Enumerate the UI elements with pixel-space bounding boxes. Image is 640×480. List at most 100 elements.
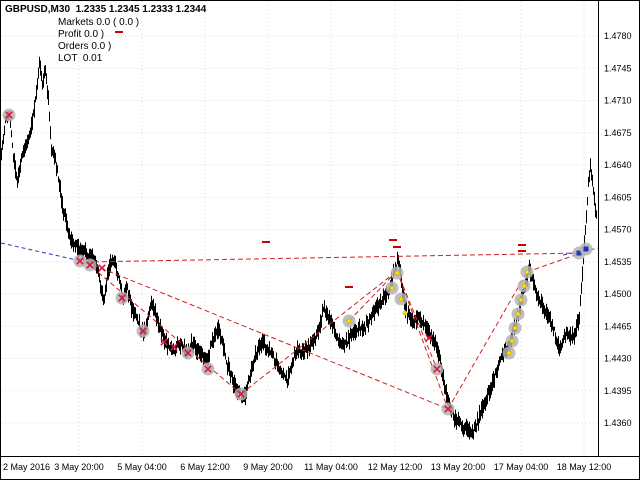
trade-marker[interactable] bbox=[98, 264, 106, 272]
red-trendline[interactable] bbox=[85, 261, 449, 410]
dot-icon bbox=[346, 318, 352, 324]
cross-icon bbox=[444, 405, 452, 413]
trade-marker[interactable] bbox=[520, 265, 534, 279]
red-trendline[interactable] bbox=[240, 270, 398, 395]
trade-marker[interactable] bbox=[73, 254, 87, 268]
time-scale[interactable]: 2 May 2016 3 May 20:00 5 May 04:00 6 May 12… bbox=[3, 462, 611, 472]
trade-marker[interactable] bbox=[441, 402, 455, 416]
trade-marker[interactable] bbox=[160, 338, 168, 346]
price-label: 1.4640 bbox=[604, 160, 632, 170]
trade-marker[interactable] bbox=[2, 108, 16, 122]
ea-overlay-profit: Profit 0.0 ) bbox=[58, 29, 105, 40]
dot-icon bbox=[509, 338, 515, 344]
time-label: 18 May 12:00 bbox=[557, 462, 612, 472]
trade-marker[interactable] bbox=[390, 266, 404, 280]
dot-icon bbox=[398, 296, 404, 302]
trade-marker[interactable] bbox=[115, 291, 129, 305]
cross-icon bbox=[118, 294, 126, 302]
red-trendline[interactable] bbox=[526, 252, 582, 273]
order-dash-marker[interactable] bbox=[262, 241, 270, 243]
trade-marker[interactable] bbox=[430, 362, 444, 376]
cross-icon bbox=[98, 264, 106, 272]
trade-marker[interactable] bbox=[181, 346, 195, 360]
order-dash-marker[interactable] bbox=[115, 31, 123, 33]
trade-marker[interactable] bbox=[342, 314, 356, 328]
trade-marker[interactable] bbox=[508, 321, 522, 335]
trade-marker[interactable] bbox=[234, 387, 248, 401]
trade-marker[interactable] bbox=[402, 310, 408, 316]
price-label: 1.4395 bbox=[604, 386, 632, 396]
dot-icon bbox=[515, 311, 521, 317]
dot-icon bbox=[524, 269, 530, 275]
grid bbox=[1, 1, 598, 456]
red-trendline[interactable] bbox=[85, 261, 242, 395]
trade-marker[interactable] bbox=[425, 334, 433, 342]
chart-ohlc-title: GBPUSD,M30 1.2335 1.2345 1.2333 1.2344 bbox=[5, 4, 207, 15]
trade-marker[interactable] bbox=[511, 307, 525, 321]
trade-marker[interactable] bbox=[394, 292, 408, 306]
time-label: 12 May 12:00 bbox=[368, 462, 423, 472]
ea-overlay-orders: Orders 0.0 ) bbox=[58, 41, 112, 52]
trade-marker[interactable] bbox=[136, 324, 150, 338]
dot-icon bbox=[512, 325, 518, 331]
red-trendline[interactable] bbox=[85, 252, 582, 263]
price-label: 1.4500 bbox=[604, 289, 632, 299]
order-dash-marker[interactable] bbox=[393, 246, 401, 248]
dot-icon bbox=[518, 297, 524, 303]
dot-icon bbox=[394, 270, 400, 276]
time-label: 13 May 20:00 bbox=[431, 462, 486, 472]
price-label: 1.4780 bbox=[604, 31, 632, 41]
time-label: 2 May 2016 bbox=[3, 462, 50, 472]
cross-icon bbox=[433, 365, 441, 373]
red-trendline[interactable] bbox=[447, 271, 528, 410]
red-trendline[interactable] bbox=[396, 270, 449, 410]
cross-icon bbox=[204, 365, 212, 373]
price-label: 1.4535 bbox=[604, 257, 632, 267]
order-dash-marker[interactable] bbox=[389, 239, 397, 241]
price-label: 1.4710 bbox=[604, 96, 632, 106]
dot-icon bbox=[389, 285, 395, 291]
trade-marker[interactable] bbox=[514, 293, 528, 307]
price-label: 1.4360 bbox=[604, 418, 632, 428]
trade-marker[interactable] bbox=[505, 334, 519, 348]
trade-marker[interactable] bbox=[579, 242, 593, 256]
price-label: 1.4570 bbox=[604, 225, 632, 235]
trade-marker[interactable] bbox=[517, 279, 531, 293]
chart-objects bbox=[1, 31, 600, 416]
cross-icon bbox=[76, 257, 84, 265]
dot-icon bbox=[521, 283, 527, 289]
price-label: 1.4745 bbox=[604, 63, 632, 73]
price-label: 1.4605 bbox=[604, 192, 632, 202]
cross-icon bbox=[139, 327, 147, 335]
cross-icon bbox=[5, 111, 13, 119]
blue-trendline[interactable] bbox=[562, 247, 600, 256]
axis-frame bbox=[1, 1, 639, 457]
price-scale[interactable]: 1.4780 1.4745 1.4710 1.4675 1.4640 1.4605 1.45… bbox=[604, 31, 632, 428]
red-trendline[interactable] bbox=[396, 270, 438, 370]
order-dash-marker[interactable] bbox=[518, 244, 526, 246]
time-label: 5 May 04:00 bbox=[117, 462, 167, 472]
cross-icon bbox=[170, 343, 178, 351]
order-dash-marker[interactable] bbox=[518, 250, 526, 252]
blue-trendline[interactable] bbox=[1, 242, 82, 262]
order-dash-marker[interactable] bbox=[345, 286, 353, 288]
trade-marker[interactable] bbox=[201, 362, 215, 376]
trade-marker[interactable] bbox=[385, 281, 399, 295]
price-label: 1.4465 bbox=[604, 321, 632, 331]
red-trendline[interactable] bbox=[348, 270, 398, 322]
time-label: 11 May 04:00 bbox=[304, 462, 358, 472]
time-label: 3 May 20:00 bbox=[54, 462, 104, 472]
square-icon bbox=[583, 246, 589, 252]
price-label: 1.4430 bbox=[604, 354, 632, 364]
trade-marker[interactable] bbox=[83, 258, 97, 272]
cross-icon bbox=[160, 338, 168, 346]
dot-icon bbox=[402, 310, 408, 316]
ea-overlay-markets: Markets 0.0 ( 0.0 ) bbox=[58, 17, 140, 28]
cross-icon bbox=[184, 349, 192, 357]
trade-marker[interactable] bbox=[502, 346, 516, 360]
trade-marker[interactable] bbox=[170, 343, 178, 351]
time-label: 9 May 20:00 bbox=[243, 462, 293, 472]
dot-icon bbox=[506, 350, 512, 356]
